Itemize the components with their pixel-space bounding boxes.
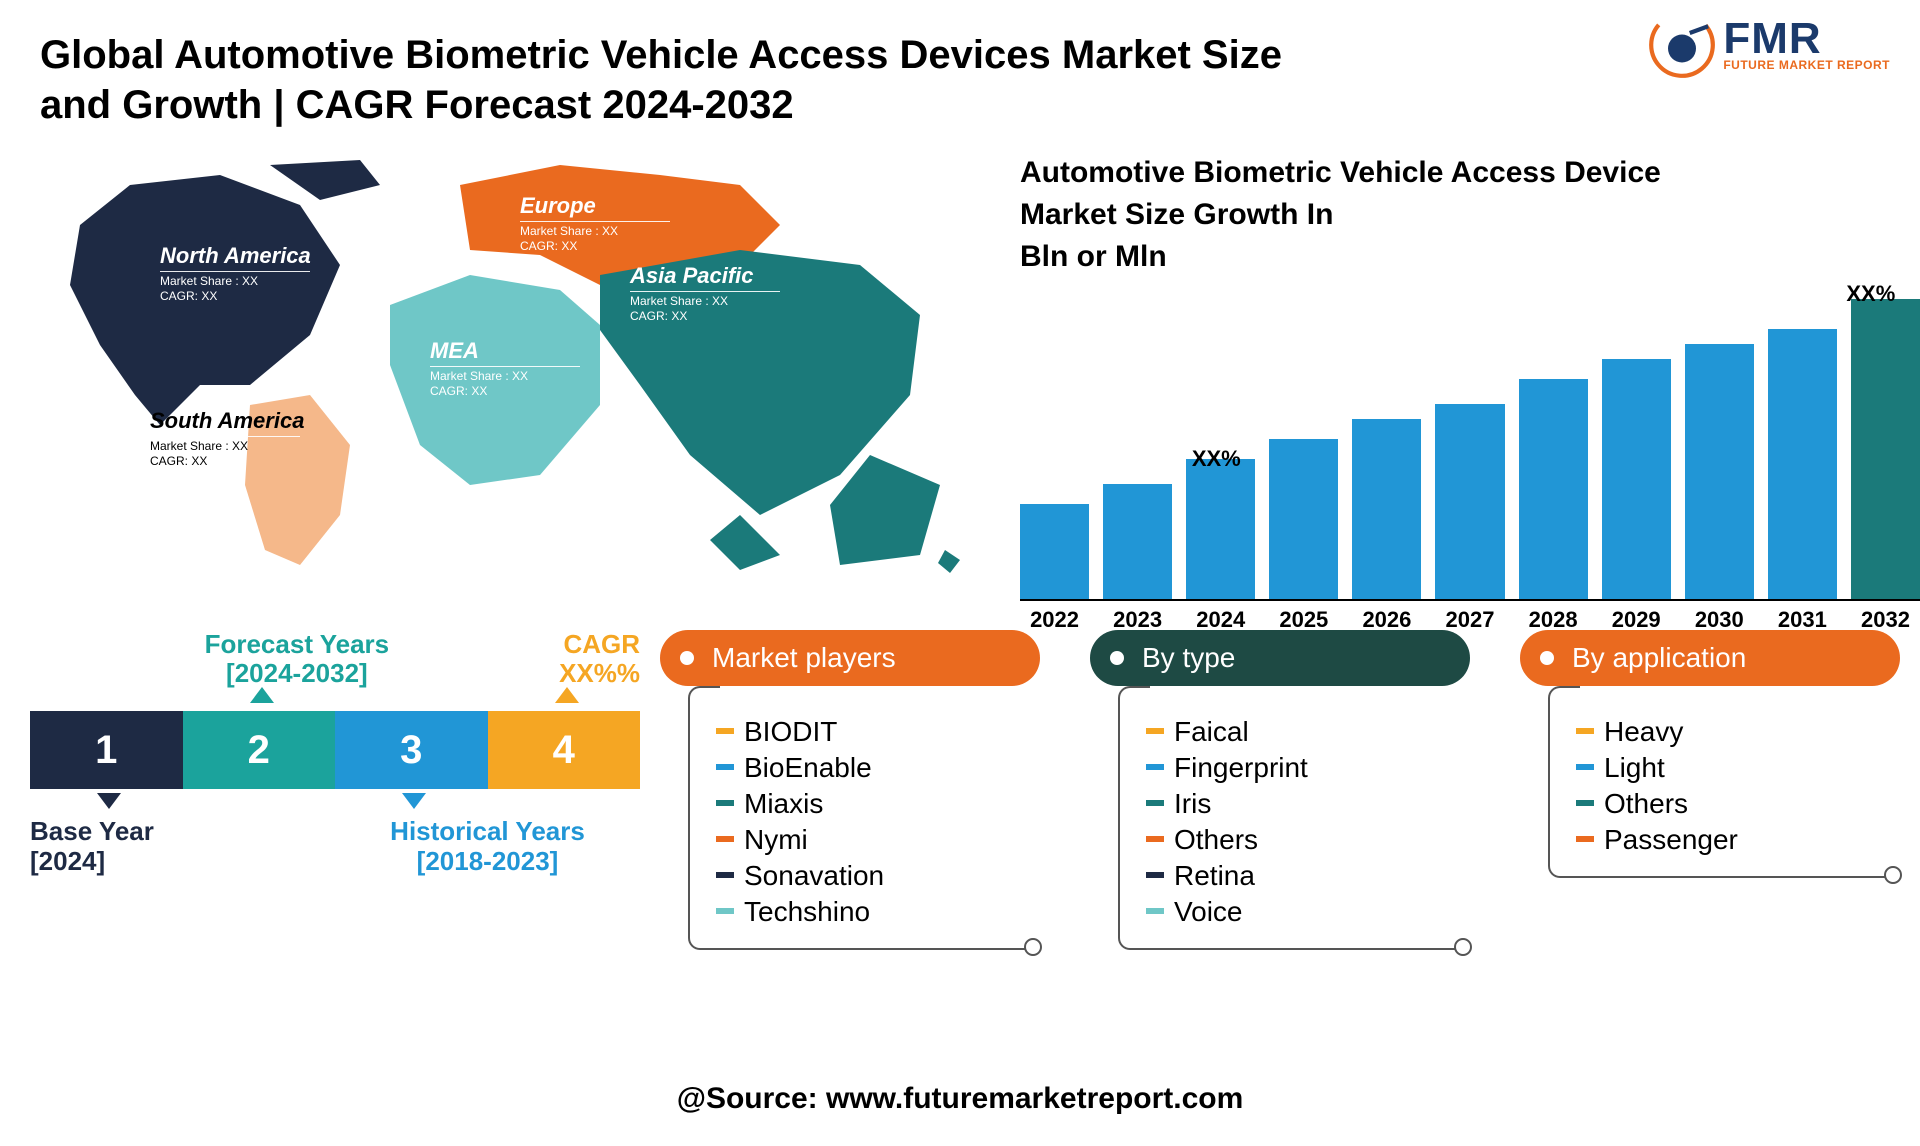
- timeline-segment-4: 4: [488, 711, 641, 789]
- chart-title-line2: Market Size Growth In: [1020, 197, 1920, 233]
- list-item: Fingerprint: [1146, 750, 1470, 786]
- list-item: Heavy: [1576, 714, 1900, 750]
- dot-icon: [1540, 651, 1554, 665]
- chart-title-line1: Automotive Biometric Vehicle Access Devi…: [1020, 155, 1920, 191]
- category-title: Market players: [712, 642, 896, 674]
- growth-bar-chart: Automotive Biometric Vehicle Access Devi…: [1020, 155, 1920, 585]
- dot-icon: [1110, 651, 1124, 665]
- list-item: Others: [1576, 786, 1900, 822]
- bar-2029: [1602, 359, 1671, 599]
- arrow-up-icon: [555, 687, 579, 703]
- bar-2022: [1020, 504, 1089, 599]
- page-title: Global Automotive Biometric Vehicle Acce…: [40, 30, 1320, 130]
- bar-note: XX%: [1846, 281, 1895, 307]
- category-pill: By application: [1520, 630, 1900, 686]
- map-label-south_america: South AmericaMarket Share : XXCAGR: XX: [150, 410, 304, 469]
- timeline-segment-2: 2: [183, 711, 336, 789]
- bar-note: XX%: [1192, 446, 1241, 472]
- timeline-segment-3: 3: [335, 711, 488, 789]
- chart-title-line3: Bln or Mln: [1020, 239, 1920, 275]
- list-item: Light: [1576, 750, 1900, 786]
- category-market-players: Market players BIODITBioEnableMiaxisNymiS…: [660, 630, 1040, 950]
- timeline-stepper: Forecast Years [2024-2032] CAGR XX%% 123…: [30, 630, 640, 877]
- arrow-down-icon: [97, 793, 121, 809]
- category-columns: Market players BIODITBioEnableMiaxisNymiS…: [660, 630, 1900, 950]
- list-item: Passenger: [1576, 822, 1900, 858]
- map-label-north_america: North AmericaMarket Share : XXCAGR: XX: [160, 245, 311, 304]
- bar-2024: [1186, 459, 1255, 599]
- bar-2027: [1435, 404, 1504, 599]
- list-item: Techshino: [716, 894, 1040, 930]
- world-map: North AmericaMarket Share : XXCAGR: XX So…: [40, 155, 980, 575]
- base-year-label: Base Year [2024]: [30, 817, 335, 877]
- list-item: Nymi: [716, 822, 1040, 858]
- list-item: Faical: [1146, 714, 1470, 750]
- bar-2031: [1768, 329, 1837, 599]
- category-by-application: By application HeavyLightOthersPassenger: [1520, 630, 1900, 950]
- list-item: BIODIT: [716, 714, 1040, 750]
- list-item: Others: [1146, 822, 1470, 858]
- bar-2023: [1103, 484, 1172, 599]
- timeline-segment-1: 1: [30, 711, 183, 789]
- list-item: Iris: [1146, 786, 1470, 822]
- list-item: Sonavation: [716, 858, 1040, 894]
- list-item: Voice: [1146, 894, 1470, 930]
- forecast-label: Forecast Years [2024-2032]: [183, 630, 412, 687]
- bar-2025: [1269, 439, 1338, 599]
- logo-text-sub: FUTURE MARKET REPORT: [1723, 60, 1890, 71]
- fmr-logo: FMR FUTURE MARKET REPORT: [1647, 10, 1890, 80]
- category-title: By type: [1142, 642, 1235, 674]
- fmr-logo-icon: [1647, 10, 1717, 80]
- bar-2028: [1519, 379, 1588, 599]
- logo-text-main: FMR: [1723, 18, 1890, 60]
- arrow-down-icon: [402, 793, 426, 809]
- historical-years-label: Historical Years [2018-2023]: [335, 817, 640, 877]
- map-label-asia_pacific: Asia PacificMarket Share : XXCAGR: XX: [630, 265, 780, 324]
- category-pill: Market players: [660, 630, 1040, 686]
- list-item: Miaxis: [716, 786, 1040, 822]
- list-item: BioEnable: [716, 750, 1040, 786]
- map-label-europe: EuropeMarket Share : XXCAGR: XX: [520, 195, 670, 254]
- source-attribution: @Source: www.futuremarketreport.com: [0, 1082, 1920, 1116]
- category-title: By application: [1572, 642, 1746, 674]
- arrow-up-icon: [250, 687, 274, 703]
- cagr-label: CAGR XX%%: [411, 630, 640, 687]
- map-label-mea: MEAMarket Share : XXCAGR: XX: [430, 340, 580, 399]
- category-pill: By type: [1090, 630, 1470, 686]
- list-item: Retina: [1146, 858, 1470, 894]
- bar-2030: [1685, 344, 1754, 599]
- dot-icon: [680, 651, 694, 665]
- bar-2032: [1851, 299, 1920, 599]
- bar-2026: [1352, 419, 1421, 599]
- category-by-type: By type FaicalFingerprintIrisOthersRetina…: [1090, 630, 1470, 950]
